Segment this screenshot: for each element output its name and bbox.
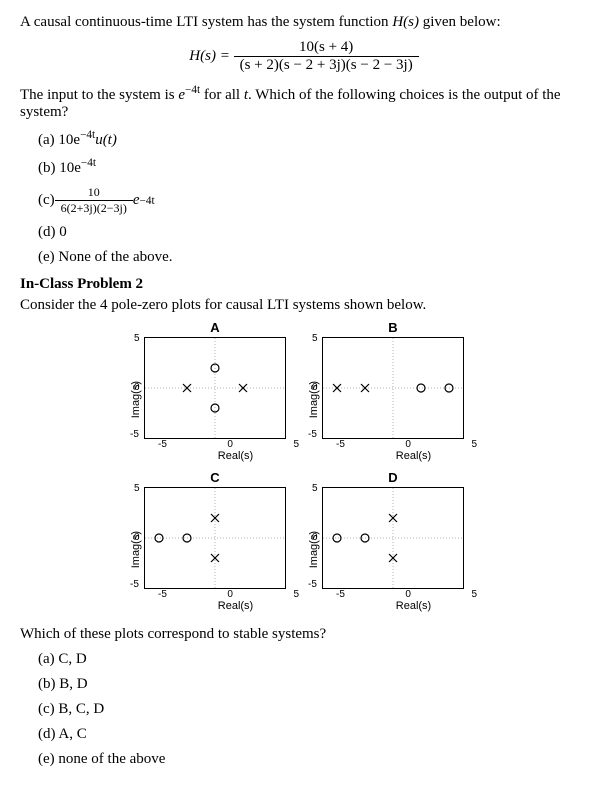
q1-choices: (a) 10e−4tu(t) (b) 10e−4t (c) 10 6(2+3j)… <box>38 129 588 266</box>
cb-sup: −4t <box>81 157 96 169</box>
q2-question: Which of these plots correspond to stabl… <box>20 626 588 643</box>
cc-sup: −4t <box>140 195 155 207</box>
cb-l: (b) <box>38 160 59 176</box>
q1-choice-e: (e) None of the above. <box>38 249 588 266</box>
plot-C: C Imag(s) 5 0 -5 -5 0 5 Real(s) <box>130 470 300 612</box>
ce-l: (e) <box>38 249 58 265</box>
xtick: 0 <box>405 439 411 450</box>
q1-l2b: for all <box>200 87 244 103</box>
q1-intro: A causal continuous-time LTI system has … <box>20 14 588 31</box>
cc-den: 6(2+3j)(2−3j) <box>55 201 133 216</box>
cc-num: 10 <box>55 185 133 201</box>
plot-A: A Imag(s) 5 0 -5 -5 0 5 Real(s) <box>130 320 300 462</box>
q2-choice-b: (b) B, D <box>38 676 588 693</box>
xlabel: Real(s) <box>336 450 491 462</box>
q1-l2a: The input to the system is <box>20 87 178 103</box>
xtick: 5 <box>471 589 477 600</box>
pz-plots: A Imag(s) 5 0 -5 -5 0 5 Real(s) B I <box>124 320 484 620</box>
plot-B: B Imag(s) 5 0 -5 -5 0 5 Real(s) <box>308 320 478 462</box>
pz-svg <box>144 487 286 589</box>
cc-frac: 10 6(2+3j)(2−3j) <box>55 185 133 216</box>
ca-u: u(t) <box>95 132 117 148</box>
xtick: 5 <box>471 439 477 450</box>
q2-choice-a: (a) C, D <box>38 651 588 668</box>
xtick: -5 <box>336 589 345 600</box>
plot-title: C <box>130 470 300 485</box>
q1-equation: H(s) = 10(s + 4) (s + 2)(s − 2 + 3j)(s −… <box>20 39 588 74</box>
ca-sup: −4t <box>80 129 95 141</box>
xtick: 0 <box>227 589 233 600</box>
plot-title: D <box>308 470 478 485</box>
cc-l: (c) <box>38 192 55 209</box>
ce-v: None of the above. <box>58 249 172 265</box>
q1-choice-a: (a) 10e−4tu(t) <box>38 129 588 149</box>
pz-svg <box>322 337 464 439</box>
xtick: 0 <box>405 589 411 600</box>
eq-den: (s + 2)(s − 2 + 3j)(s − 2 − 3j) <box>234 57 419 74</box>
eq-lhs: H(s) = <box>189 48 233 64</box>
q2-heading: In-Class Problem 2 <box>20 276 588 293</box>
xtick: -5 <box>158 439 167 450</box>
plot-title: A <box>130 320 300 335</box>
q1-choice-d: (d) 0 <box>38 224 588 241</box>
q2-choice-d: (d) A, C <box>38 726 588 743</box>
q1-choice-c: (c) 10 6(2+3j)(2−3j) e−4t <box>38 185 588 216</box>
cd-l: (d) <box>38 224 59 240</box>
xtick: -5 <box>336 439 345 450</box>
xlabel: Real(s) <box>158 450 313 462</box>
eq-frac: 10(s + 4) (s + 2)(s − 2 + 3j)(s − 2 − 3j… <box>234 39 419 74</box>
cd-v: 0 <box>59 224 67 240</box>
q2-choice-c: (c) B, C, D <box>38 701 588 718</box>
xtick: -5 <box>158 589 167 600</box>
cc-e: e <box>133 192 140 209</box>
xtick: 5 <box>293 439 299 450</box>
q1-intro-a: A causal continuous-time LTI system has … <box>20 14 392 30</box>
cb-v: 10e <box>59 160 81 176</box>
xlabel: Real(s) <box>158 600 313 612</box>
q1-intro-b: given below: <box>419 14 501 30</box>
plot-D: D Imag(s) 5 0 -5 -5 0 5 Real(s) <box>308 470 478 612</box>
q1-l2sup: −4t <box>185 84 200 96</box>
plot-title: B <box>308 320 478 335</box>
ca-l: (a) <box>38 132 58 148</box>
xtick: 5 <box>293 589 299 600</box>
q2-choice-e: (e) none of the above <box>38 751 588 768</box>
ca-v: 10e <box>58 132 80 148</box>
pz-svg <box>322 487 464 589</box>
q1-line2: The input to the system is e−4t for all … <box>20 84 588 121</box>
pz-svg <box>144 337 286 439</box>
q2-choices: (a) C, D (b) B, D (c) B, C, D (d) A, C (… <box>38 651 588 768</box>
q1-choice-b: (b) 10e−4t <box>38 157 588 177</box>
xtick: 0 <box>227 439 233 450</box>
q2-text: Consider the 4 pole-zero plots for causa… <box>20 297 588 314</box>
eq-num: 10(s + 4) <box>234 39 419 57</box>
q1-l2e: e <box>178 87 185 103</box>
xlabel: Real(s) <box>336 600 491 612</box>
q1-Hs: H(s) <box>392 14 419 30</box>
